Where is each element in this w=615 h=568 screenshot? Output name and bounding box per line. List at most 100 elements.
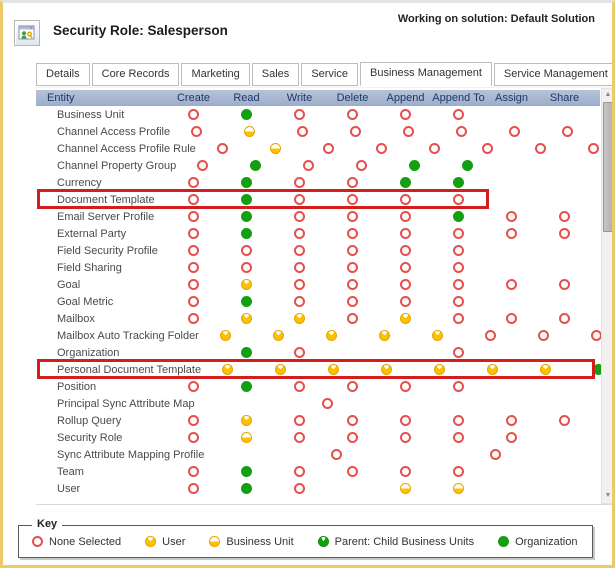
permission-cell-read[interactable] (249, 143, 302, 154)
permission-cell-create[interactable] (167, 415, 220, 426)
organization-level-icon[interactable] (409, 160, 421, 171)
permission-cell-append-to[interactable] (432, 347, 485, 358)
none-selected-icon[interactable] (534, 143, 546, 154)
permission-cell-append-to[interactable] (432, 211, 485, 222)
permission-cell-delete[interactable] (355, 143, 408, 154)
column-header-append[interactable]: Append (386, 92, 425, 104)
none-selected-icon[interactable] (453, 466, 464, 477)
none-selected-icon[interactable] (188, 228, 199, 239)
permission-cell-write[interactable] (273, 313, 326, 324)
none-selected-icon[interactable] (321, 398, 333, 409)
permission-cell-append[interactable] (379, 177, 432, 188)
permission-cell-write[interactable] (273, 245, 326, 256)
user-level-icon[interactable] (400, 313, 411, 324)
organization-level-icon[interactable] (241, 347, 252, 358)
permission-cell-append-to[interactable] (466, 364, 519, 375)
none-selected-icon[interactable] (400, 228, 411, 239)
none-selected-icon[interactable] (347, 177, 358, 188)
none-selected-icon[interactable] (188, 483, 199, 494)
permission-cell-append[interactable] (379, 432, 432, 443)
none-selected-icon[interactable] (347, 211, 358, 222)
none-selected-icon[interactable] (481, 143, 493, 154)
entity-label-mailbox-auto-tracking-folder[interactable]: Mailbox Auto Tracking Folder (57, 329, 199, 342)
none-selected-icon[interactable] (509, 126, 521, 137)
permission-cell-write[interactable] (273, 228, 326, 239)
permission-cell-write[interactable] (273, 466, 326, 477)
none-selected-icon[interactable] (400, 194, 411, 205)
user-level-icon[interactable] (487, 364, 499, 375)
none-selected-icon[interactable] (559, 415, 570, 426)
permission-cell-write[interactable] (273, 296, 326, 307)
business-unit-level-icon[interactable] (241, 432, 252, 443)
permission-cell-delete[interactable] (326, 415, 379, 426)
tab-service-management[interactable]: Service Management (493, 63, 612, 86)
permission-cell-write[interactable] (301, 398, 354, 409)
column-header-append-to[interactable]: Append To (432, 92, 485, 104)
permission-cell-write[interactable] (273, 177, 326, 188)
user-level-icon[interactable] (431, 330, 443, 341)
none-selected-icon[interactable] (490, 449, 502, 460)
organization-level-icon[interactable] (241, 228, 252, 239)
organization-level-icon[interactable] (400, 177, 411, 188)
permission-cell-write[interactable] (273, 211, 326, 222)
entity-label-sync-attribute-mapping-profile[interactable]: Sync Attribute Mapping Profile (57, 448, 205, 461)
permission-cell-write[interactable] (273, 415, 326, 426)
vertical-scrollbar[interactable]: ▲ ▼ (601, 88, 612, 504)
organization-level-icon[interactable] (241, 483, 252, 494)
permission-cell-delete[interactable] (326, 262, 379, 273)
column-header-read[interactable]: Read (233, 92, 260, 104)
permission-cell-create[interactable] (167, 466, 220, 477)
entity-label-team[interactable]: Team (57, 465, 84, 478)
none-selected-icon[interactable] (241, 262, 252, 273)
permission-cell-delete[interactable] (326, 177, 379, 188)
entity-label-position[interactable]: Position (57, 380, 97, 393)
permission-cell-delete[interactable] (335, 160, 388, 171)
user-level-icon[interactable] (241, 415, 252, 426)
entity-label-mailbox[interactable]: Mailbox (57, 312, 95, 325)
permission-cell-create[interactable] (167, 211, 220, 222)
none-selected-icon[interactable] (453, 194, 464, 205)
none-selected-icon[interactable] (347, 279, 358, 290)
business-unit-level-icon[interactable] (244, 126, 256, 137)
permission-cell-create[interactable] (196, 143, 249, 154)
entity-label-principal-sync-attribute-map[interactable]: Principal Sync Attribute Map (57, 397, 195, 410)
permission-cell-append-to[interactable] (432, 177, 485, 188)
entity-label-personal-document-template[interactable]: Personal Document Template (57, 363, 202, 376)
none-selected-icon[interactable] (347, 262, 358, 273)
none-selected-icon[interactable] (188, 279, 199, 290)
none-selected-icon[interactable] (590, 330, 602, 341)
column-header-write[interactable]: Write (286, 92, 313, 104)
permission-cell-create[interactable] (176, 160, 229, 171)
none-selected-icon[interactable] (375, 143, 387, 154)
none-selected-icon[interactable] (188, 177, 199, 188)
user-level-icon[interactable] (219, 330, 231, 341)
permission-cell-assign[interactable] (485, 228, 538, 239)
entity-label-business-unit[interactable]: Business Unit (57, 108, 125, 121)
permission-cell-create[interactable] (167, 296, 220, 307)
none-selected-icon[interactable] (453, 262, 464, 273)
none-selected-icon[interactable] (347, 245, 358, 256)
column-header-assign[interactable]: Assign (494, 92, 529, 104)
none-selected-icon[interactable] (294, 466, 305, 477)
permission-cell-append[interactable] (379, 466, 432, 477)
none-selected-icon[interactable] (294, 109, 305, 120)
permission-cell-append-to[interactable] (432, 228, 485, 239)
none-selected-icon[interactable] (188, 211, 199, 222)
none-selected-icon[interactable] (294, 483, 305, 494)
tab-sales[interactable]: Sales (251, 63, 300, 86)
permission-cell-delete[interactable] (326, 432, 379, 443)
none-selected-icon[interactable] (331, 449, 343, 460)
permission-cell-assign[interactable] (485, 279, 538, 290)
permission-cell-read[interactable] (229, 160, 282, 171)
entity-label-user[interactable]: User (57, 482, 81, 495)
entity-label-channel-access-profile[interactable]: Channel Access Profile (57, 125, 171, 138)
permission-cell-append-to[interactable] (432, 262, 485, 273)
permission-cell-write[interactable] (273, 279, 326, 290)
permission-cell-append[interactable] (379, 381, 432, 392)
permission-cell-write[interactable] (307, 364, 360, 375)
none-selected-icon[interactable] (453, 279, 464, 290)
permission-cell-append[interactable] (379, 228, 432, 239)
permission-cell-delete[interactable] (326, 109, 379, 120)
permission-cell-read[interactable] (252, 330, 305, 341)
permission-cell-read[interactable] (220, 347, 273, 358)
